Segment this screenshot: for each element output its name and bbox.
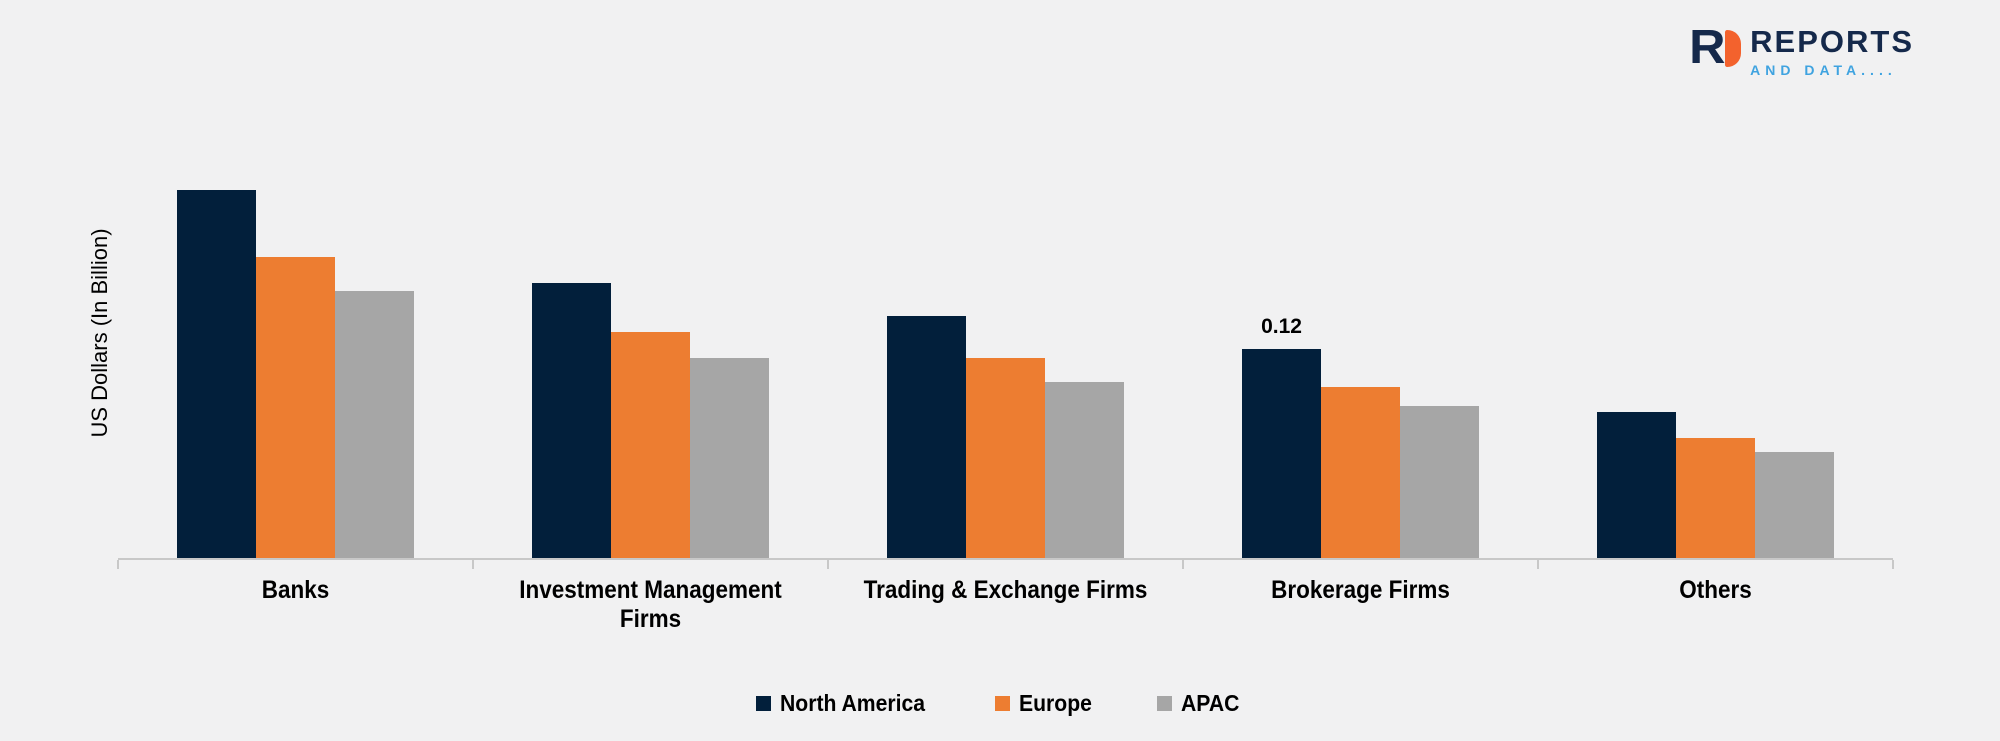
legend-label-apac: APAC	[1180, 690, 1240, 716]
category-label-trading-exchange-firms: Trading & Exchange Firms	[863, 576, 1148, 604]
x-axis-tick	[117, 560, 119, 569]
x-axis-tick	[472, 560, 474, 569]
legend-swatch-icon-europe	[995, 696, 1011, 711]
bar-north-america-trading-exchange-firms	[887, 315, 966, 558]
bar-apac-banks	[335, 291, 414, 558]
bar-group-banks	[118, 98, 473, 558]
bar-europe-banks	[256, 256, 335, 558]
legend-label-europe: Europe	[1019, 690, 1093, 716]
x-axis-tick	[1537, 560, 1539, 569]
bar-apac-investment-management-firms	[690, 357, 769, 558]
bar-apac-others	[1755, 451, 1834, 558]
category-label-banks: Banks	[261, 576, 330, 604]
bar-group-others	[1538, 98, 1893, 558]
logo-subtitle: AND DATA....	[1750, 61, 1897, 78]
y-axis-label: US Dollars (In Billion)	[87, 228, 112, 438]
legend-item-north-america: North America	[755, 690, 938, 717]
bar-group-brokerage-firms: 0.12	[1183, 98, 1538, 558]
reports-and-data-logo: R REPORTS AND DATA....	[1689, 21, 1914, 78]
category-label-others: Others	[1679, 576, 1752, 604]
x-axis-tick	[1892, 560, 1894, 569]
x-axis-tick	[1182, 560, 1184, 569]
legend-swatch-icon-apac	[1156, 696, 1172, 711]
category-label-brokerage-firms: Brokerage Firms	[1271, 576, 1450, 604]
bar-north-america-banks	[177, 190, 256, 558]
logo-d-icon	[1725, 29, 1742, 67]
bar-apac-brokerage-firms	[1400, 406, 1479, 558]
bar-group-investment-management-firms	[473, 98, 828, 558]
legend-item-apac: APAC	[1156, 690, 1244, 717]
legend-label-north-america: North America	[779, 690, 925, 716]
category-label-investment-management-firms: Investment Management Firms	[519, 576, 782, 633]
bar-apac-trading-exchange-firms	[1045, 382, 1124, 558]
bar-group-trading-exchange-firms	[828, 98, 1183, 558]
legend-swatch-icon-north-america	[755, 696, 771, 711]
bar-europe-others	[1676, 437, 1755, 558]
legend-item-europe: Europe	[995, 690, 1098, 717]
data-label-north-america-brokerage-firms: 0.12	[1261, 314, 1302, 338]
logo-r-icon: R	[1689, 21, 1726, 74]
bar-europe-investment-management-firms	[611, 331, 690, 558]
bar-europe-trading-exchange-firms	[966, 357, 1045, 558]
legend: North America Europe APAC	[0, 690, 2000, 717]
bar-north-america-investment-management-firms	[532, 282, 611, 558]
logo-title: REPORTS	[1750, 24, 1914, 59]
bar-north-america-brokerage-firms: 0.12	[1242, 315, 1321, 558]
bar-europe-brokerage-firms	[1321, 387, 1400, 558]
x-axis-tick	[827, 560, 829, 569]
x-axis-category-labels: Banks Investment Management Firms Trading …	[118, 576, 1893, 634]
logo-text: REPORTS AND DATA....	[1750, 24, 1914, 78]
bar-north-america-others	[1597, 411, 1676, 558]
logo-mark: R	[1689, 21, 1742, 74]
plot-area: 0.12	[117, 98, 1894, 569]
